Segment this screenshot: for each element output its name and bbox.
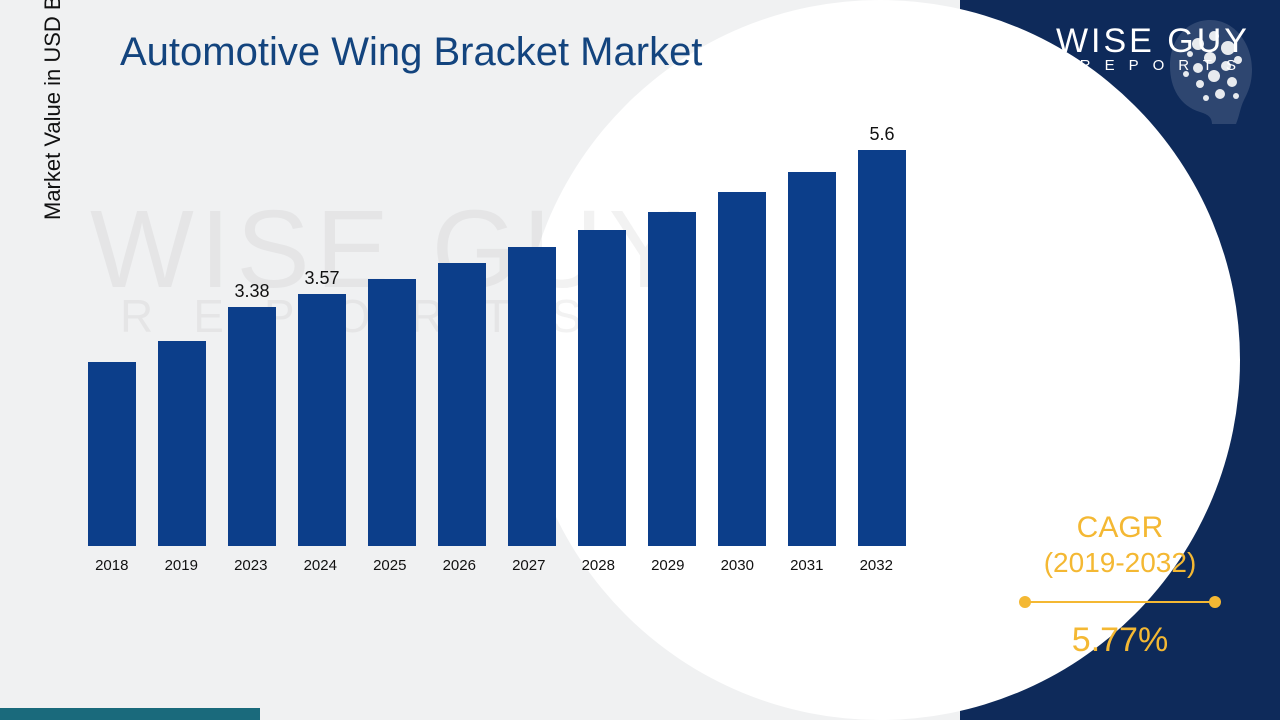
bar-chart: 3.383.575.6 2018201920232024202520262027… xyxy=(80,150,900,570)
bar-value-label: 5.6 xyxy=(852,124,912,145)
bar xyxy=(648,212,696,546)
cagr-divider xyxy=(1025,601,1215,603)
bar-value-label: 3.57 xyxy=(292,268,352,289)
bar xyxy=(88,362,136,546)
x-axis-tick-label: 2027 xyxy=(505,557,553,574)
x-axis-labels: 2018 2019 2023 2024 2025 2026 2027 2028 2029 2030… xyxy=(80,557,900,574)
bar xyxy=(158,341,206,546)
y-axis-label: Market Value in USD Billion xyxy=(40,0,66,220)
bar-wrap xyxy=(508,247,556,546)
cagr-label: CAGR xyxy=(990,511,1250,545)
bar-wrap xyxy=(648,212,696,546)
bar xyxy=(228,307,276,546)
bar-wrap xyxy=(438,263,486,546)
x-axis-tick-label: 2030 xyxy=(714,557,762,574)
bar xyxy=(788,172,836,546)
bar xyxy=(438,263,486,546)
bar-wrap: 3.57 xyxy=(298,294,346,546)
head-dots-icon xyxy=(1140,14,1260,134)
bar-wrap xyxy=(718,192,766,546)
bar xyxy=(718,192,766,546)
cagr-block: CAGR (2019-2032) 5.77% xyxy=(990,511,1250,660)
cagr-years: (2019-2032) xyxy=(990,547,1250,579)
bar xyxy=(368,279,416,546)
bars-container: 3.383.575.6 xyxy=(80,150,900,546)
bar-wrap: 3.38 xyxy=(228,307,276,546)
bar-wrap xyxy=(368,279,416,546)
bar xyxy=(858,150,906,546)
bar-wrap: 5.6 xyxy=(858,150,906,546)
x-axis-tick-label: 2023 xyxy=(227,557,275,574)
bar xyxy=(578,230,626,546)
bar xyxy=(508,247,556,546)
cagr-value: 5.77% xyxy=(990,621,1250,660)
x-axis-tick-label: 2018 xyxy=(88,557,136,574)
chart-title: Automotive Wing Bracket Market xyxy=(120,30,702,75)
x-axis-tick-label: 2024 xyxy=(297,557,345,574)
bar-wrap xyxy=(788,172,836,546)
bar-wrap xyxy=(88,362,136,546)
x-axis-tick-label: 2025 xyxy=(366,557,414,574)
bottom-accent-strip xyxy=(0,708,260,720)
brand-logo: WISE GUY REPORTS xyxy=(1056,22,1250,74)
x-axis-tick-label: 2028 xyxy=(575,557,623,574)
bar-wrap xyxy=(578,230,626,546)
x-axis-tick-label: 2031 xyxy=(783,557,831,574)
infographic-canvas: WISE GUY REPORTS Automotive Wing Bracket… xyxy=(0,0,1280,720)
bar-wrap xyxy=(158,341,206,546)
bar xyxy=(298,294,346,546)
x-axis-tick-label: 2032 xyxy=(853,557,901,574)
x-axis-tick-label: 2026 xyxy=(436,557,484,574)
x-axis-tick-label: 2019 xyxy=(158,557,206,574)
x-axis-tick-label: 2029 xyxy=(644,557,692,574)
bar-value-label: 3.38 xyxy=(222,281,282,302)
